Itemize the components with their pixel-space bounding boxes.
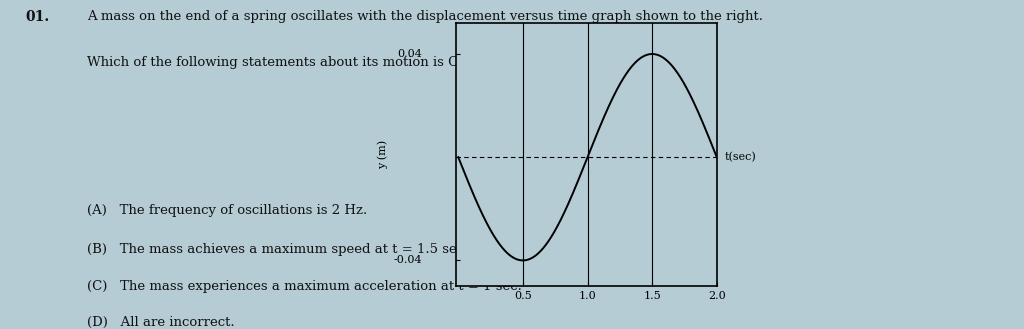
Text: -0.04: -0.04 (393, 255, 422, 266)
Text: t(sec): t(sec) (725, 152, 757, 163)
Text: A mass on the end of a spring oscillates with the displacement versus time graph: A mass on the end of a spring oscillates… (87, 10, 763, 23)
Text: (B)   The mass achieves a maximum speed at t = 1.5 second.: (B) The mass achieves a maximum speed at… (87, 243, 494, 257)
Text: (D)   All are incorrect.: (D) All are incorrect. (87, 316, 234, 329)
Text: 0.04: 0.04 (397, 49, 422, 59)
Text: (A)   The frequency of oscillations is 2 Hz.: (A) The frequency of oscillations is 2 H… (87, 204, 368, 217)
Text: 01.: 01. (26, 10, 50, 24)
Text: (C)   The mass experiences a maximum acceleration at t = 1 sec.: (C) The mass experiences a maximum accel… (87, 280, 522, 293)
Text: Which of the following statements about its motion is CORRECT ?: Which of the following statements about … (87, 56, 529, 69)
Text: y (m): y (m) (377, 140, 388, 169)
